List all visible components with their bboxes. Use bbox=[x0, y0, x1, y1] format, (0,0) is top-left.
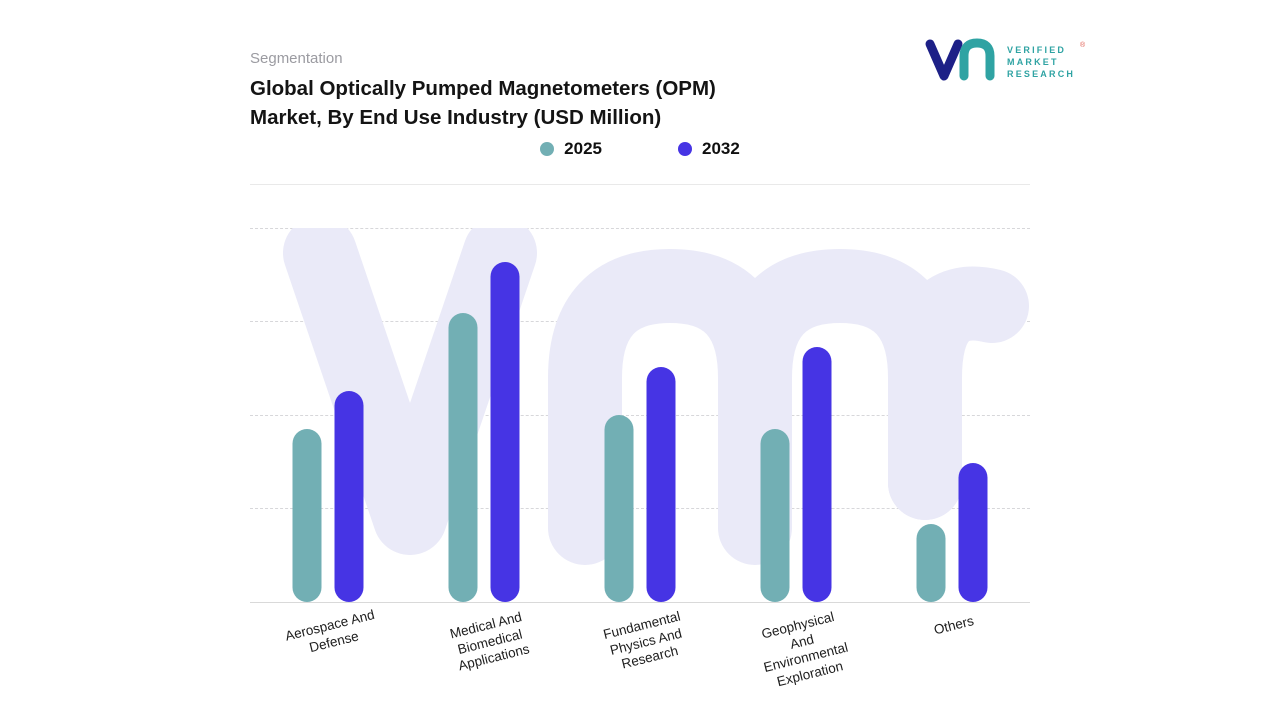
bar-group-0 bbox=[292, 391, 364, 602]
bar-2032-category-3 bbox=[802, 347, 832, 602]
brand-line-research: RESEARCH bbox=[1007, 69, 1076, 79]
x-axis-labels: Aerospace And Defense Medical And Biomedi… bbox=[250, 606, 1030, 710]
bar-2032-category-1 bbox=[490, 262, 520, 602]
bar-group-3 bbox=[760, 347, 832, 602]
brand-line-verified: VERIFIED bbox=[1007, 45, 1067, 55]
brand-logo: VERIFIED MARKET RESEARCH ® bbox=[924, 36, 1085, 89]
brand-wordmark: VERIFIED MARKET RESEARCH ® bbox=[1007, 42, 1085, 80]
plot-area bbox=[250, 228, 1030, 603]
vmr-logo-icon bbox=[924, 36, 998, 89]
bar-group-1 bbox=[448, 262, 520, 602]
legend-label: 2032 bbox=[702, 139, 740, 158]
legend-dot-icon bbox=[540, 142, 555, 156]
chart-title: Global Optically Pumped Magnetometers (O… bbox=[250, 77, 716, 129]
legend-item-2032: 2032 bbox=[678, 139, 740, 159]
bar-2025-category-2 bbox=[604, 415, 634, 602]
bar-group-4 bbox=[916, 463, 988, 602]
bar-group-2 bbox=[604, 367, 676, 602]
x-tick-label-0: Aerospace And Defense bbox=[283, 606, 377, 655]
bar-2032-category-2 bbox=[646, 367, 676, 602]
bar-2025-category-1 bbox=[448, 313, 478, 602]
legend: 2025 2032 bbox=[250, 136, 1030, 162]
legend-label: 2025 bbox=[564, 139, 602, 158]
registered-mark: ® bbox=[1079, 42, 1086, 49]
legend-item-2025: 2025 bbox=[540, 139, 602, 159]
brand-line-market: MARKET bbox=[1007, 57, 1059, 67]
bar-2025-category-3 bbox=[760, 429, 790, 602]
bar-2032-category-0 bbox=[334, 391, 364, 602]
x-tick-label-1: Medical And Biomedical Applications bbox=[448, 609, 531, 674]
gridline bbox=[250, 321, 1030, 322]
gridline bbox=[250, 228, 1030, 229]
bar-2032-category-4 bbox=[958, 463, 988, 602]
x-tick-label-2: Fundamental Physics And Research bbox=[601, 608, 684, 672]
x-tick-label-4: Others bbox=[932, 613, 976, 638]
header-separator bbox=[250, 184, 1030, 185]
bar-2025-category-0 bbox=[292, 429, 322, 602]
bar-2025-category-4 bbox=[916, 524, 946, 602]
eyebrow-label: Segmentation bbox=[250, 50, 343, 67]
x-tick-label-3: Geophysical And Environmental Exploratio… bbox=[759, 609, 850, 689]
legend-dot-icon bbox=[678, 142, 692, 156]
